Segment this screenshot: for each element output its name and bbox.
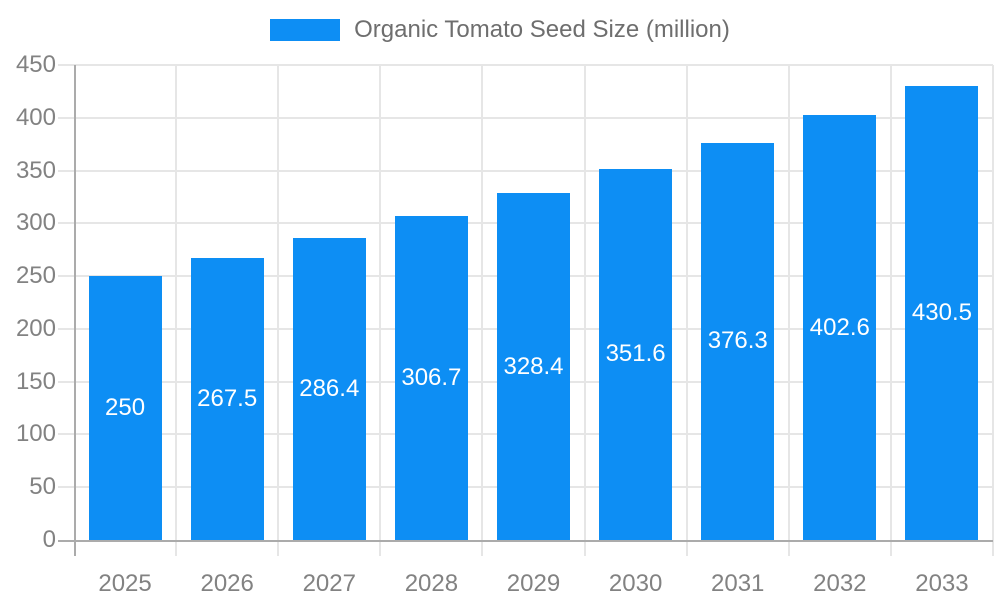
y-axis-tick-label: 450 xyxy=(15,51,56,78)
bar[interactable]: 250 xyxy=(88,276,162,540)
bar-value-label: 328.4 xyxy=(503,352,564,380)
y-axis-tick-label: 200 xyxy=(15,314,56,342)
y-axis-tick-label: 350 xyxy=(15,156,56,184)
x-axis-tick-label: 2025 xyxy=(98,570,152,597)
x-axis-tick-label: 2027 xyxy=(302,570,356,597)
bar[interactable]: 351.6 xyxy=(599,168,673,540)
bar[interactable]: 376.3 xyxy=(701,142,775,540)
y-gridline xyxy=(58,169,993,172)
bar-value-label: 306.7 xyxy=(401,364,462,392)
bar[interactable]: 267.5 xyxy=(190,257,264,540)
x-gridline xyxy=(379,65,382,556)
x-axis-tick-label: 2033 xyxy=(915,570,969,597)
y-axis-tick-label: 100 xyxy=(15,420,56,448)
y-axis-tick-label: 400 xyxy=(15,103,56,131)
y-gridline xyxy=(58,64,993,66)
y-axis-tick-label: 250 xyxy=(15,262,56,290)
x-gridline xyxy=(583,65,586,556)
x-axis-tick-label: 2026 xyxy=(200,570,254,597)
legend-label: Organic Tomato Seed Size (million) xyxy=(354,16,730,43)
bar-value-label: 376.3 xyxy=(707,327,768,355)
y-axis-tick-label: 300 xyxy=(15,209,56,237)
bar-value-label: 351.6 xyxy=(605,340,666,368)
bar-value-label: 267.5 xyxy=(197,384,258,412)
bar-value-label: 250 xyxy=(105,394,146,422)
chart-legend[interactable]: Organic Tomato Seed Size (million) xyxy=(0,16,1000,44)
x-axis-tick-label: 2029 xyxy=(506,570,561,597)
x-axis-tick-label: 2032 xyxy=(813,570,867,597)
bar-value-label: 402.6 xyxy=(809,313,870,341)
y-axis-tick-label: 0 xyxy=(42,526,56,553)
y-axis-line xyxy=(74,65,76,556)
y-gridline xyxy=(58,116,993,119)
bar[interactable]: 430.5 xyxy=(905,85,979,540)
x-gridline xyxy=(481,65,484,556)
y-axis-tick-label: 50 xyxy=(29,473,56,501)
bar[interactable]: 306.7 xyxy=(394,216,468,540)
x-gridline xyxy=(685,65,688,556)
bar[interactable]: 286.4 xyxy=(292,237,366,540)
bar[interactable]: 328.4 xyxy=(497,193,570,540)
legend-swatch xyxy=(270,19,341,41)
x-gridline xyxy=(175,65,178,556)
x-axis-line xyxy=(58,540,993,542)
x-gridline xyxy=(787,65,790,556)
plot-area: 0 50 100 150 200 250 300 350 400 450 250 2025 267.5 2… xyxy=(16,51,994,597)
x-gridline xyxy=(277,65,280,556)
bar-value-label: 430.5 xyxy=(911,298,972,326)
x-axis-tick-label: 2028 xyxy=(404,570,459,597)
x-gridline xyxy=(889,65,892,556)
x-axis-tick-label: 2031 xyxy=(711,570,765,597)
bar-value-label: 286.4 xyxy=(299,374,360,402)
x-gridline xyxy=(992,65,994,556)
x-axis-tick-label: 2030 xyxy=(608,570,663,597)
y-axis-tick-label: 150 xyxy=(15,367,56,395)
bar[interactable]: 402.6 xyxy=(803,115,877,540)
